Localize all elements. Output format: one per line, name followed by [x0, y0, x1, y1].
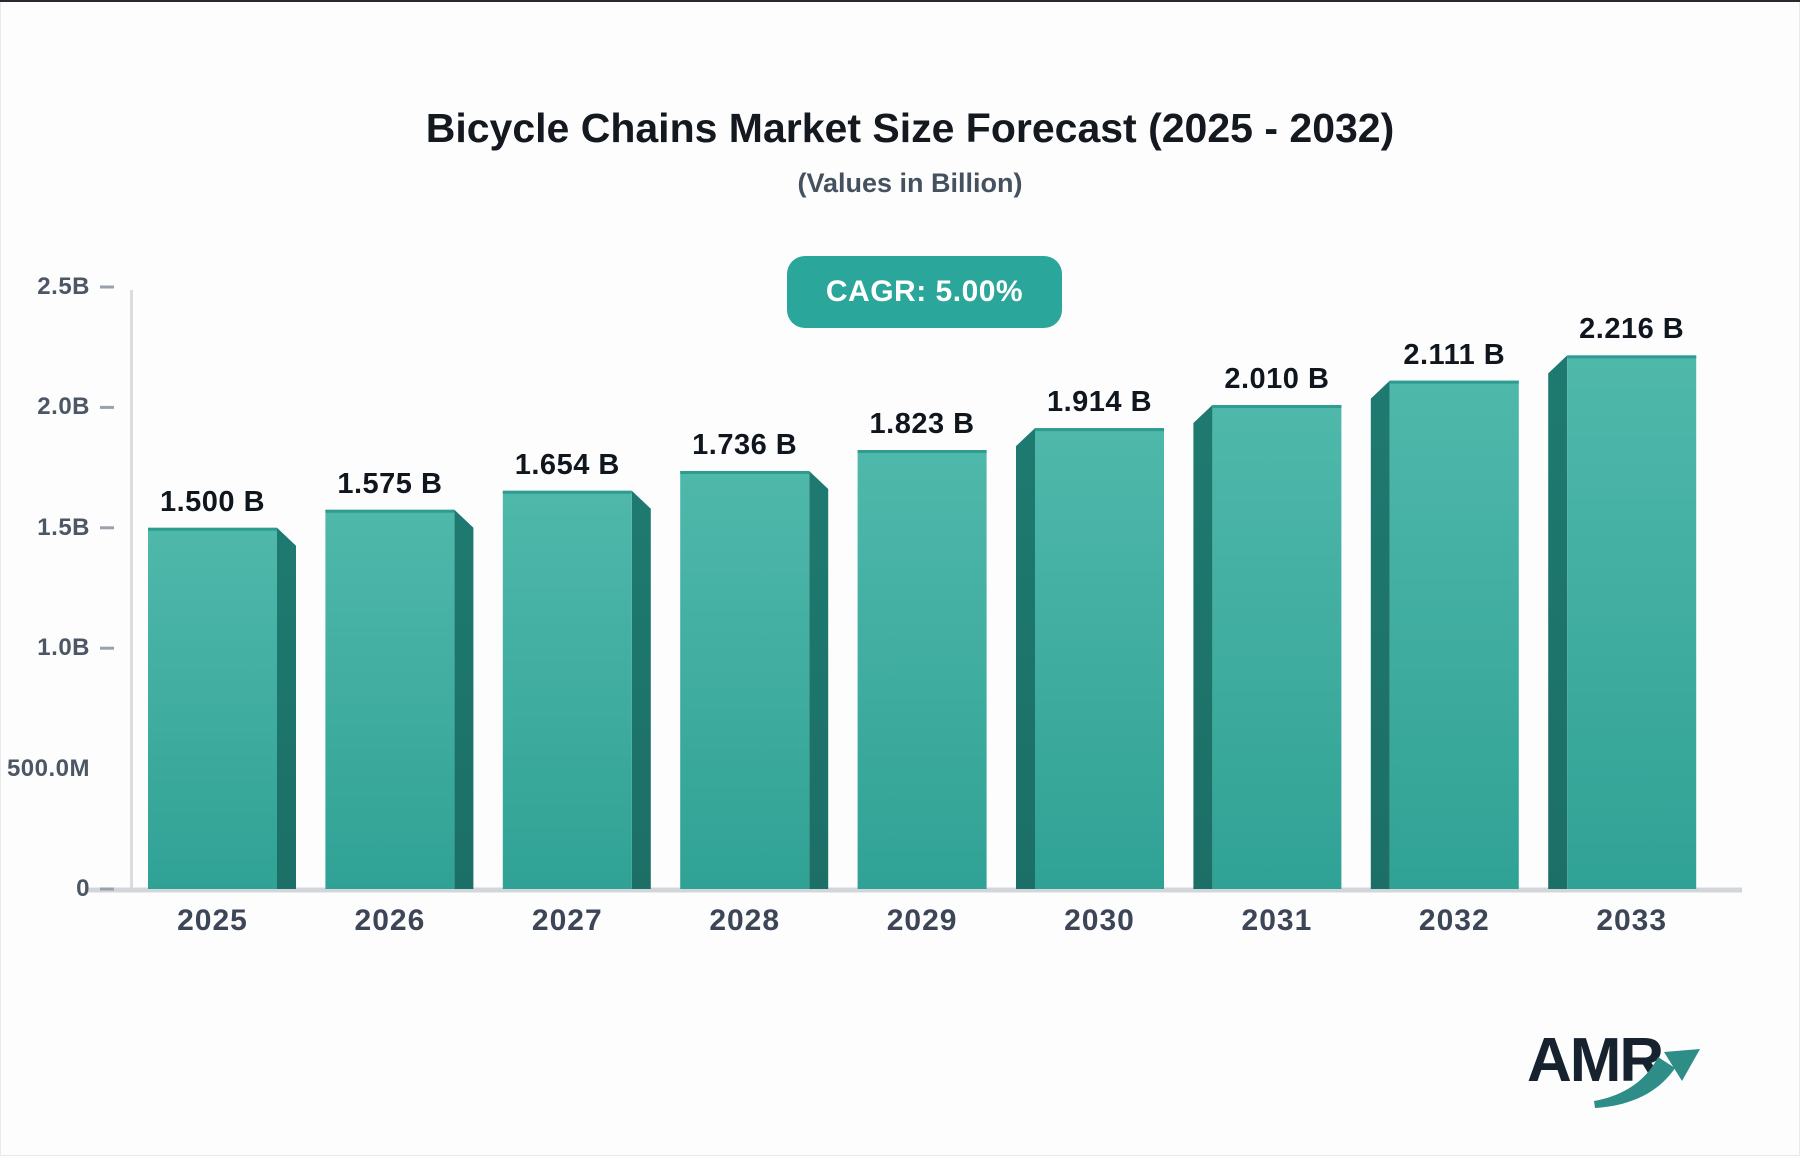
x-tick-label-2025: 2025 — [177, 904, 248, 937]
x-tick-label-2031: 2031 — [1241, 904, 1313, 937]
bar-value-label-2027: 1.654 B — [514, 448, 620, 481]
bar-2027[interactable] — [502, 490, 651, 889]
x-tick-label-2029: 2029 — [886, 904, 958, 937]
y-tick-label: 500.0M — [6, 754, 90, 782]
bar-2026[interactable] — [325, 509, 474, 889]
x-tick-label-2032: 2032 — [1418, 904, 1490, 937]
y-tick-label: 1.5B — [37, 513, 90, 541]
bar-2033[interactable] — [1548, 355, 1697, 889]
bar-side-face — [277, 527, 296, 889]
chart-subtitle: (Values in Billion) — [797, 168, 1023, 198]
bar-2028[interactable] — [680, 470, 829, 889]
bar-side-face — [1193, 404, 1213, 889]
bar-main-face — [1035, 428, 1164, 889]
x-tick-label-2027: 2027 — [531, 904, 603, 937]
bar-main-face — [148, 527, 277, 889]
cagr-badge-label: CAGR: 5.00% — [825, 275, 1024, 308]
bar-2029[interactable] — [857, 450, 987, 889]
y-tick-label: 2.0B — [37, 393, 90, 421]
x-tick-label-2033: 2033 — [1596, 904, 1668, 937]
bar-value-label-2025: 1.500 B — [159, 485, 266, 518]
bar-side-face — [809, 470, 829, 889]
amr-logo: AMR — [1527, 1030, 1727, 1120]
bar-2032[interactable] — [1370, 380, 1519, 889]
bar-main-face — [502, 490, 632, 889]
y-tick-label: 0 — [76, 875, 90, 902]
bar-value-label-2032: 2.111 B — [1403, 338, 1506, 371]
bar-main-face — [1212, 404, 1342, 889]
bar-2030[interactable] — [1016, 428, 1164, 889]
bar-2031[interactable] — [1193, 404, 1342, 889]
bar-value-label-2031: 2.010 B — [1224, 362, 1330, 395]
x-tick-label-2030: 2030 — [1064, 904, 1135, 937]
bar-value-label-2030: 1.914 B — [1046, 386, 1153, 419]
bar-side-face — [631, 490, 651, 889]
bar-value-label-2033: 2.216 B — [1579, 313, 1685, 346]
y-tick-label: 2.5B — [37, 273, 90, 300]
x-tick-label-2026: 2026 — [354, 904, 426, 937]
bar-side-face — [454, 509, 474, 889]
frame-left-border — [0, 2, 1, 1156]
y-tick-label: 1.0B — [37, 634, 90, 662]
bar-value-label-2026: 1.575 B — [337, 467, 443, 500]
cagr-badge: CAGR: 5.00% — [787, 256, 1062, 328]
bar-value-label-2029: 1.823 B — [869, 408, 975, 441]
bar-side-face — [1016, 428, 1035, 889]
x-tick-label-2028: 2028 — [709, 904, 781, 937]
bar-main-face — [857, 450, 987, 889]
bar-side-face — [1370, 380, 1390, 889]
chart-title: Bicycle Chains Market Size Forecast (202… — [425, 105, 1395, 151]
bar-value-label-2028: 1.736 B — [692, 428, 798, 461]
bar-main-face — [1567, 355, 1697, 889]
bar-2025[interactable] — [148, 527, 296, 889]
bar-main-face — [1389, 380, 1519, 889]
bar-main-face — [680, 470, 810, 889]
growth-arrow-icon — [1594, 1049, 1700, 1108]
bar-main-face — [325, 509, 455, 889]
bar-side-face — [1548, 355, 1568, 889]
